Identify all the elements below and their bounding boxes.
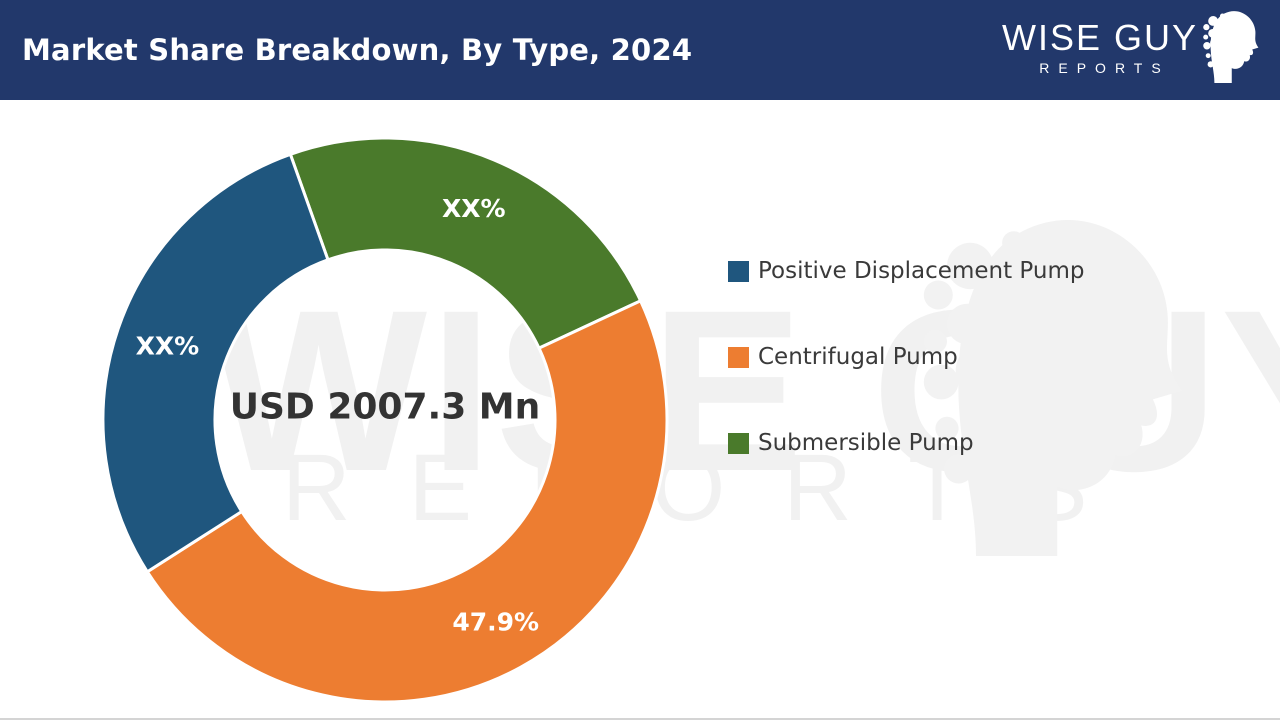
legend-item-positive-displacement-pump: Positive Displacement Pump xyxy=(728,258,1084,284)
segment-label-centrifugal-pump: 47.9% xyxy=(452,608,539,637)
chart-center-value: USD 2007.3 Mn xyxy=(230,387,540,428)
legend-swatch-icon xyxy=(728,260,749,282)
legend-item-submersible-pump: Submersible Pump xyxy=(728,430,1084,456)
donut-segment-positive-displacement-pump xyxy=(101,152,330,574)
legend-label: Submersible Pump xyxy=(758,430,974,456)
donut-segment-submersible-pump xyxy=(288,136,643,351)
watermark-text-reports: REPORTS xyxy=(282,435,1146,541)
bottom-divider xyxy=(0,718,1280,720)
legend-item-centrifugal-pump: Centrifugal Pump xyxy=(728,344,1084,370)
background-watermark: WISE GUY REPORTS xyxy=(210,220,1280,557)
donut-segment-centrifugal-pump xyxy=(145,298,669,704)
brand-logo: WISE GUY REPORTS xyxy=(1002,8,1264,86)
legend-label: Positive Displacement Pump xyxy=(758,258,1085,284)
logo-subtitle: REPORTS xyxy=(1039,60,1170,76)
donut-chart: XX% 47.9% XX% USD 2007.3 Mn xyxy=(100,135,670,705)
legend-swatch-icon xyxy=(728,346,749,368)
logo-wordmark: WISE GUY xyxy=(1001,17,1198,58)
segment-label-positive-displacement-pump: XX% xyxy=(136,331,200,360)
legend-swatch-icon xyxy=(728,432,749,454)
header-bar: Market Share Breakdown, By Type, 2024 WI… xyxy=(0,0,1280,100)
legend-label: Centrifugal Pump xyxy=(758,344,958,370)
segment-label-submersible-pump: XX% xyxy=(442,194,506,223)
page-title: Market Share Breakdown, By Type, 2024 xyxy=(22,33,693,67)
chart-legend: Positive Displacement Pump Centrifugal Pu… xyxy=(728,258,1084,456)
logo-face-icon xyxy=(1203,11,1259,83)
